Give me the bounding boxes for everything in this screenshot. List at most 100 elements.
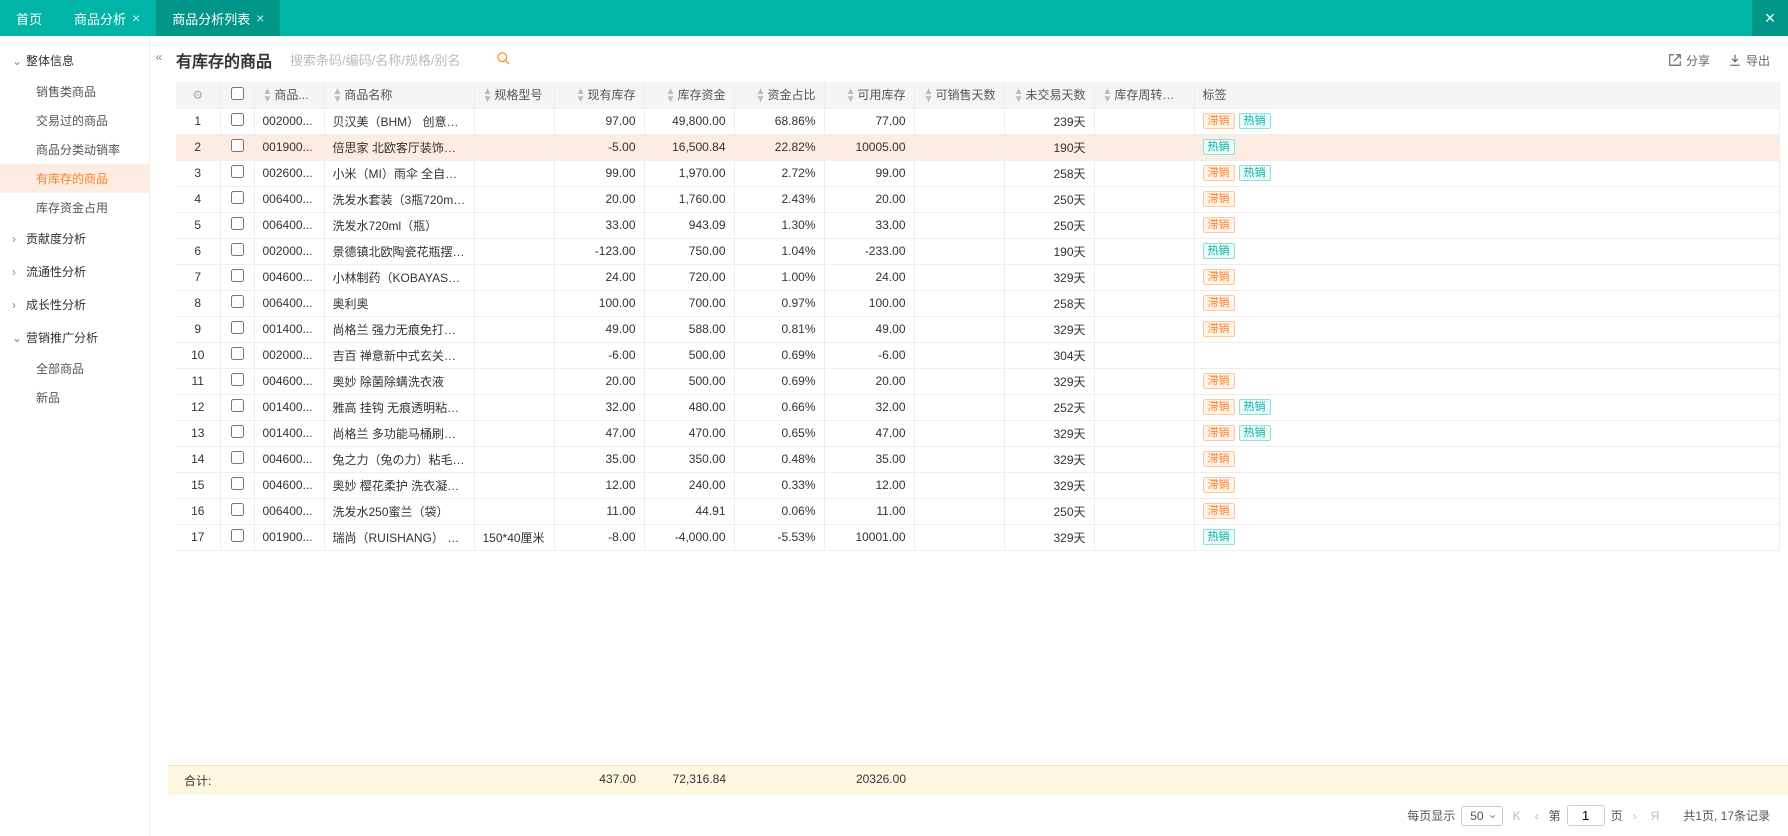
- row-checkbox[interactable]: [231, 399, 244, 412]
- col-stock[interactable]: 现有库存: [554, 82, 644, 108]
- page-next-button[interactable]: ›: [1629, 809, 1641, 823]
- col-turnover-days[interactable]: 库存周转天数: [1094, 82, 1194, 108]
- nav-group-head[interactable]: ›流通性分析: [0, 255, 149, 288]
- cell-stock: -5.00: [554, 134, 644, 160]
- cell-code: 001900...: [254, 134, 324, 160]
- row-checkbox[interactable]: [231, 243, 244, 256]
- row-checkbox[interactable]: [231, 373, 244, 386]
- col-no-trade-days[interactable]: 未交易天数: [1004, 82, 1094, 108]
- row-checkbox[interactable]: [231, 269, 244, 282]
- nav-item[interactable]: 销售类商品: [0, 77, 149, 106]
- row-checkbox[interactable]: [231, 217, 244, 230]
- search-icon[interactable]: [496, 51, 511, 70]
- close-icon[interactable]: ×: [256, 10, 264, 26]
- col-code[interactable]: 商品...: [254, 82, 324, 108]
- table-row[interactable]: 2001900...倍思家 北欧客厅装饰画卧室-5.0016,500.8422.…: [176, 134, 1780, 160]
- table-row[interactable]: 8006400...奥利奥100.00700.000.97%100.00258天…: [176, 290, 1780, 316]
- page-first-button[interactable]: K: [1509, 809, 1525, 823]
- cell-spec: [474, 108, 554, 134]
- page-last-button[interactable]: Я: [1647, 809, 1664, 823]
- col-ratio[interactable]: 资金占比: [734, 82, 824, 108]
- cell-index: 16: [176, 498, 220, 524]
- cell-tags: 滞销: [1194, 368, 1780, 394]
- col-spec[interactable]: 规格型号: [474, 82, 554, 108]
- tab[interactable]: 商品分析列表×: [156, 0, 280, 36]
- col-tags[interactable]: 标签: [1194, 82, 1780, 108]
- row-checkbox[interactable]: [231, 321, 244, 334]
- cell-avail: 77.00: [824, 108, 914, 134]
- search-input[interactable]: [290, 53, 490, 68]
- cell-index: 3: [176, 160, 220, 186]
- close-icon[interactable]: ×: [132, 10, 140, 26]
- col-gear[interactable]: ⚙: [176, 82, 220, 108]
- cell-sellable-days: [914, 368, 1004, 394]
- col-avail[interactable]: 可用库存: [824, 82, 914, 108]
- topbar-close-button[interactable]: ×: [1752, 0, 1788, 36]
- nav-item[interactable]: 交易过的商品: [0, 106, 149, 135]
- row-checkbox[interactable]: [231, 425, 244, 438]
- row-checkbox[interactable]: [231, 295, 244, 308]
- cell-ratio: 2.43%: [734, 186, 824, 212]
- sidebar-collapse-handle[interactable]: «: [150, 36, 168, 836]
- nav-group-head[interactable]: ⌄营销推广分析: [0, 321, 149, 354]
- table-row[interactable]: 15004600...奥妙 樱花柔护 洗衣凝珠 1012.00240.000.3…: [176, 472, 1780, 498]
- page-input[interactable]: [1567, 805, 1605, 826]
- gear-icon: ⚙: [192, 88, 203, 102]
- row-checkbox[interactable]: [231, 347, 244, 360]
- row-checkbox[interactable]: [231, 477, 244, 490]
- row-checkbox[interactable]: [231, 191, 244, 204]
- cell-avail: -233.00: [824, 238, 914, 264]
- nav-item[interactable]: 有库存的商品: [0, 164, 149, 193]
- nav-item[interactable]: 库存资金占用: [0, 193, 149, 222]
- cell-no-trade-days: 250天: [1004, 212, 1094, 238]
- cell-tags: 滞销: [1194, 290, 1780, 316]
- table-row[interactable]: 17001900...瑞尚（RUISHANG） 卧室客150*40厘米-8.00…: [176, 524, 1780, 550]
- cell-ratio: 0.65%: [734, 420, 824, 446]
- table-row[interactable]: 7004600...小林制药（KOBAYASHI）E24.00720.001.0…: [176, 264, 1780, 290]
- table-row[interactable]: 10002000...吉百 禅意新中式玄关摆件套-6.00500.000.69%…: [176, 342, 1780, 368]
- table-row[interactable]: 14004600...兔之力（兔の力）粘毛器粘35.00350.000.48%3…: [176, 446, 1780, 472]
- table-row[interactable]: 13001400...尚格兰 多功能马桶刷套装 马47.00470.000.65…: [176, 420, 1780, 446]
- row-checkbox[interactable]: [231, 165, 244, 178]
- cell-stock: 24.00: [554, 264, 644, 290]
- cell-no-trade-days: 190天: [1004, 134, 1094, 160]
- export-button[interactable]: 导出: [1728, 52, 1770, 69]
- tab[interactable]: 首页: [0, 0, 58, 36]
- col-checkbox[interactable]: [220, 82, 254, 108]
- page-prefix: 第: [1549, 807, 1561, 824]
- share-button[interactable]: 分享: [1668, 52, 1710, 69]
- table-row[interactable]: 16006400...洗发水250蜜兰（袋）11.0044.910.06%11.…: [176, 498, 1780, 524]
- nav-item[interactable]: 新品: [0, 383, 149, 412]
- page-prev-button[interactable]: ‹: [1531, 809, 1543, 823]
- cell-index: 12: [176, 394, 220, 420]
- col-fund[interactable]: 库存资金: [644, 82, 734, 108]
- cell-index: 1: [176, 108, 220, 134]
- table-row[interactable]: 1002000...贝汉美（BHM） 创意北欧97.0049,800.0068.…: [176, 108, 1780, 134]
- nav-item[interactable]: 全部商品: [0, 354, 149, 383]
- row-checkbox[interactable]: [231, 139, 244, 152]
- table-row[interactable]: 11004600...奥妙 除菌除螨洗衣液20.00500.000.69%20.…: [176, 368, 1780, 394]
- per-page-select[interactable]: 50: [1461, 806, 1502, 826]
- col-name[interactable]: 商品名称: [324, 82, 474, 108]
- nav-item[interactable]: 商品分类动销率: [0, 135, 149, 164]
- nav-group-label: 贡献度分析: [26, 230, 86, 247]
- data-table: ⚙ 商品... 商品名称 规格型号 现有库存 库存资金 资金占比 可用库存 可销…: [176, 82, 1780, 551]
- tab[interactable]: 商品分析×: [58, 0, 156, 36]
- nav-group-head[interactable]: ›成长性分析: [0, 288, 149, 321]
- select-all-checkbox[interactable]: [231, 87, 244, 100]
- table-row[interactable]: 3002600...小米（MI）雨伞 全自动折叠99.001,970.002.7…: [176, 160, 1780, 186]
- table-row[interactable]: 9001400...尚格兰 强力无痕免打孔浴室49.00588.000.81%4…: [176, 316, 1780, 342]
- cell-avail: 49.00: [824, 316, 914, 342]
- row-checkbox[interactable]: [231, 503, 244, 516]
- row-checkbox[interactable]: [231, 529, 244, 542]
- nav-group-head[interactable]: ›贡献度分析: [0, 222, 149, 255]
- cell-stock: 32.00: [554, 394, 644, 420]
- table-row[interactable]: 12001400...雅高 挂钩 无痕透明粘钩 强32.00480.000.66…: [176, 394, 1780, 420]
- table-row[interactable]: 6002000...景德镇北欧陶瓷花瓶摆件 仿-123.00750.001.04…: [176, 238, 1780, 264]
- table-row[interactable]: 4006400...洗发水套装（3瓶720ml+1）20.001,760.002…: [176, 186, 1780, 212]
- row-checkbox[interactable]: [231, 451, 244, 464]
- col-sellable-days[interactable]: 可销售天数: [914, 82, 1004, 108]
- nav-group-head[interactable]: ⌄整体信息: [0, 44, 149, 77]
- table-row[interactable]: 5006400...洗发水720ml（瓶）33.00943.091.30%33.…: [176, 212, 1780, 238]
- row-checkbox[interactable]: [231, 113, 244, 126]
